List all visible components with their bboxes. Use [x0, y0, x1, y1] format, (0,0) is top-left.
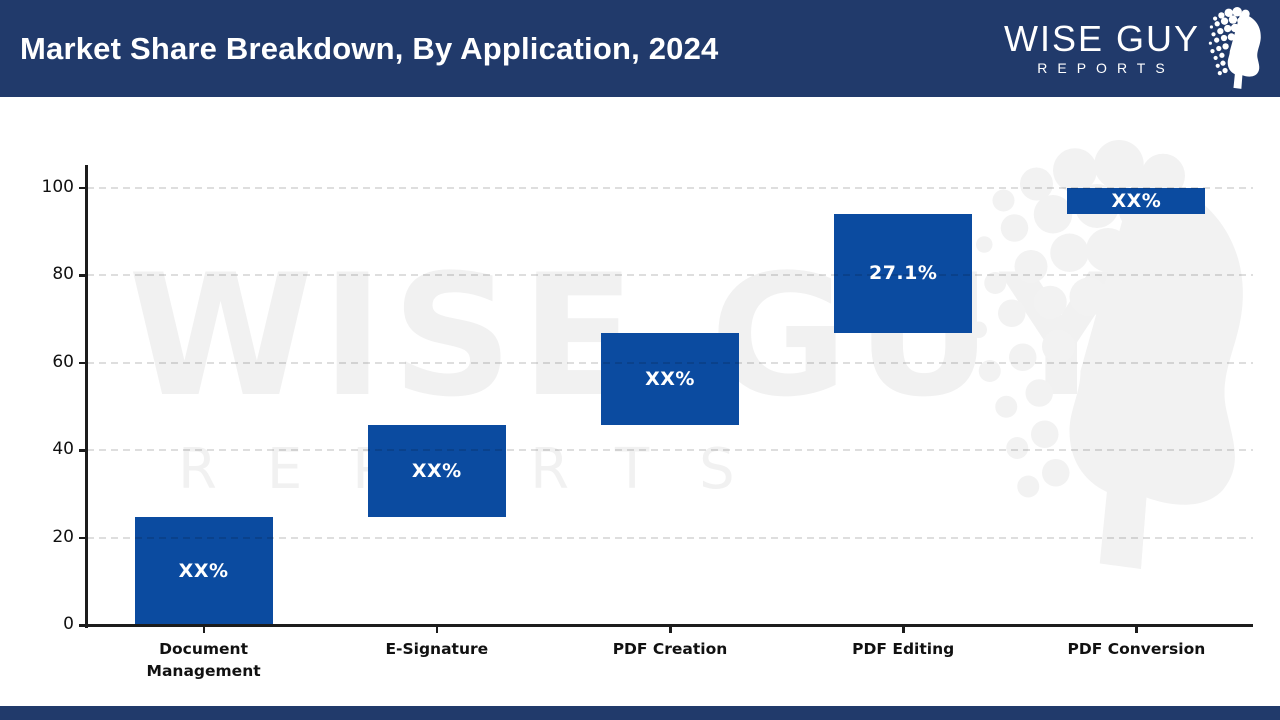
gridline-y80: [87, 274, 1253, 276]
y-tick: [79, 274, 87, 277]
x-axis-label: PDF Editing: [852, 640, 955, 658]
x-tick: [435, 625, 439, 633]
x-axis-label: PDF Creation: [612, 640, 728, 658]
gridline-y100: [87, 186, 1253, 189]
chart-title: Market Share Breakdown, By Application, …: [20, 30, 719, 66]
gridline-y40: [87, 449, 1253, 451]
y-tick-label: 0: [63, 614, 74, 634]
bar-value-label: XX%: [178, 559, 229, 582]
y-axis-spine: [85, 165, 88, 628]
wiseguy-logo: WISE GUY REPORTS: [1004, 7, 1266, 91]
x-axis-label: Document Management: [146, 640, 261, 680]
wiseguy-logo-text: WISE GUY REPORTS: [1003, 18, 1200, 77]
footer-bar: [0, 706, 1280, 720]
bar-value-label: XX%: [645, 367, 695, 390]
x-axis-label: E-Signature: [385, 640, 489, 658]
x-tick: [902, 625, 905, 633]
bar-pdf-editing: [834, 214, 973, 333]
y-tick: [79, 536, 87, 539]
x-tick: [669, 625, 672, 633]
y-tick-label: 40: [52, 439, 74, 459]
bar-document-management: [134, 516, 273, 625]
bar-pdf-creation: [601, 332, 739, 426]
bar-value-label: XX%: [1111, 189, 1162, 212]
bar-value-label: XX%: [411, 459, 462, 482]
wiseguy-logo-line1: WISE GUY: [1003, 18, 1200, 59]
gridline-y20: [87, 536, 1253, 539]
y-tick-label: 60: [52, 351, 74, 372]
wiseguy-head-icon: [1202, 7, 1266, 91]
bar-pdf-conversion: [1067, 187, 1206, 215]
y-tick-label: 100: [41, 176, 74, 197]
y-tick: [79, 449, 87, 452]
y-tick: [79, 361, 87, 364]
y-tick-label: 80: [52, 264, 74, 284]
header-bar: Market Share Breakdown, By Application, …: [0, 0, 1280, 97]
bar-e-signature: [367, 425, 506, 517]
bar-value-label: 27.1%: [868, 262, 938, 285]
x-tick: [202, 625, 206, 633]
gridline-y60: [87, 361, 1253, 364]
x-tick: [1135, 625, 1138, 633]
x-axis-spine: [85, 624, 1253, 627]
y-tick: [79, 186, 87, 189]
y-tick: [79, 624, 87, 627]
wiseguy-logo-line2: REPORTS: [1037, 60, 1175, 76]
y-tick-label: 20: [52, 526, 74, 547]
x-axis-label: PDF Conversion: [1067, 640, 1206, 658]
